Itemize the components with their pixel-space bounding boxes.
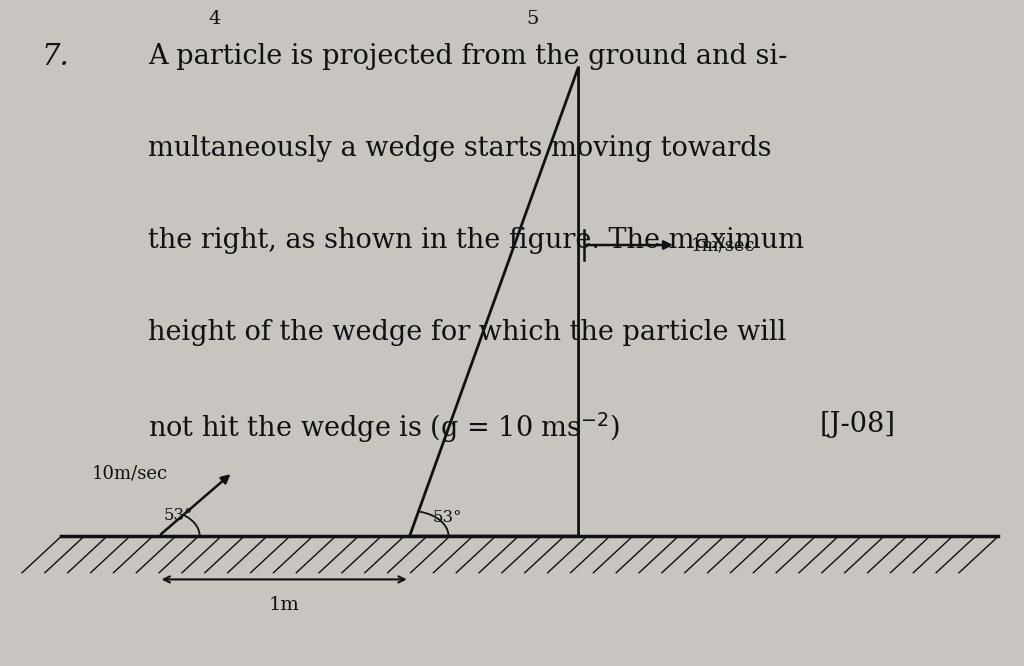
Text: [J-08]: [J-08] [819,411,895,438]
Text: 53°: 53° [432,509,462,526]
Text: the right, as shown in the figure. The maximum: the right, as shown in the figure. The m… [148,227,805,254]
Text: A particle is projected from the ground and si-: A particle is projected from the ground … [148,43,787,71]
Text: height of the wedge for which the particle will: height of the wedge for which the partic… [148,319,786,346]
Text: 7.: 7. [41,43,69,71]
Text: multaneously a wedge starts moving towards: multaneously a wedge starts moving towar… [148,135,772,163]
Text: not hit the wedge is (g = 10 ms$^{-2}$): not hit the wedge is (g = 10 ms$^{-2}$) [148,411,621,446]
Text: 4: 4 [209,10,221,28]
Text: 1m: 1m [268,596,300,614]
Text: 53°: 53° [164,507,194,524]
Text: 1m/sec: 1m/sec [691,236,756,254]
Text: 10m/sec: 10m/sec [92,465,168,483]
Text: 5: 5 [526,10,539,28]
